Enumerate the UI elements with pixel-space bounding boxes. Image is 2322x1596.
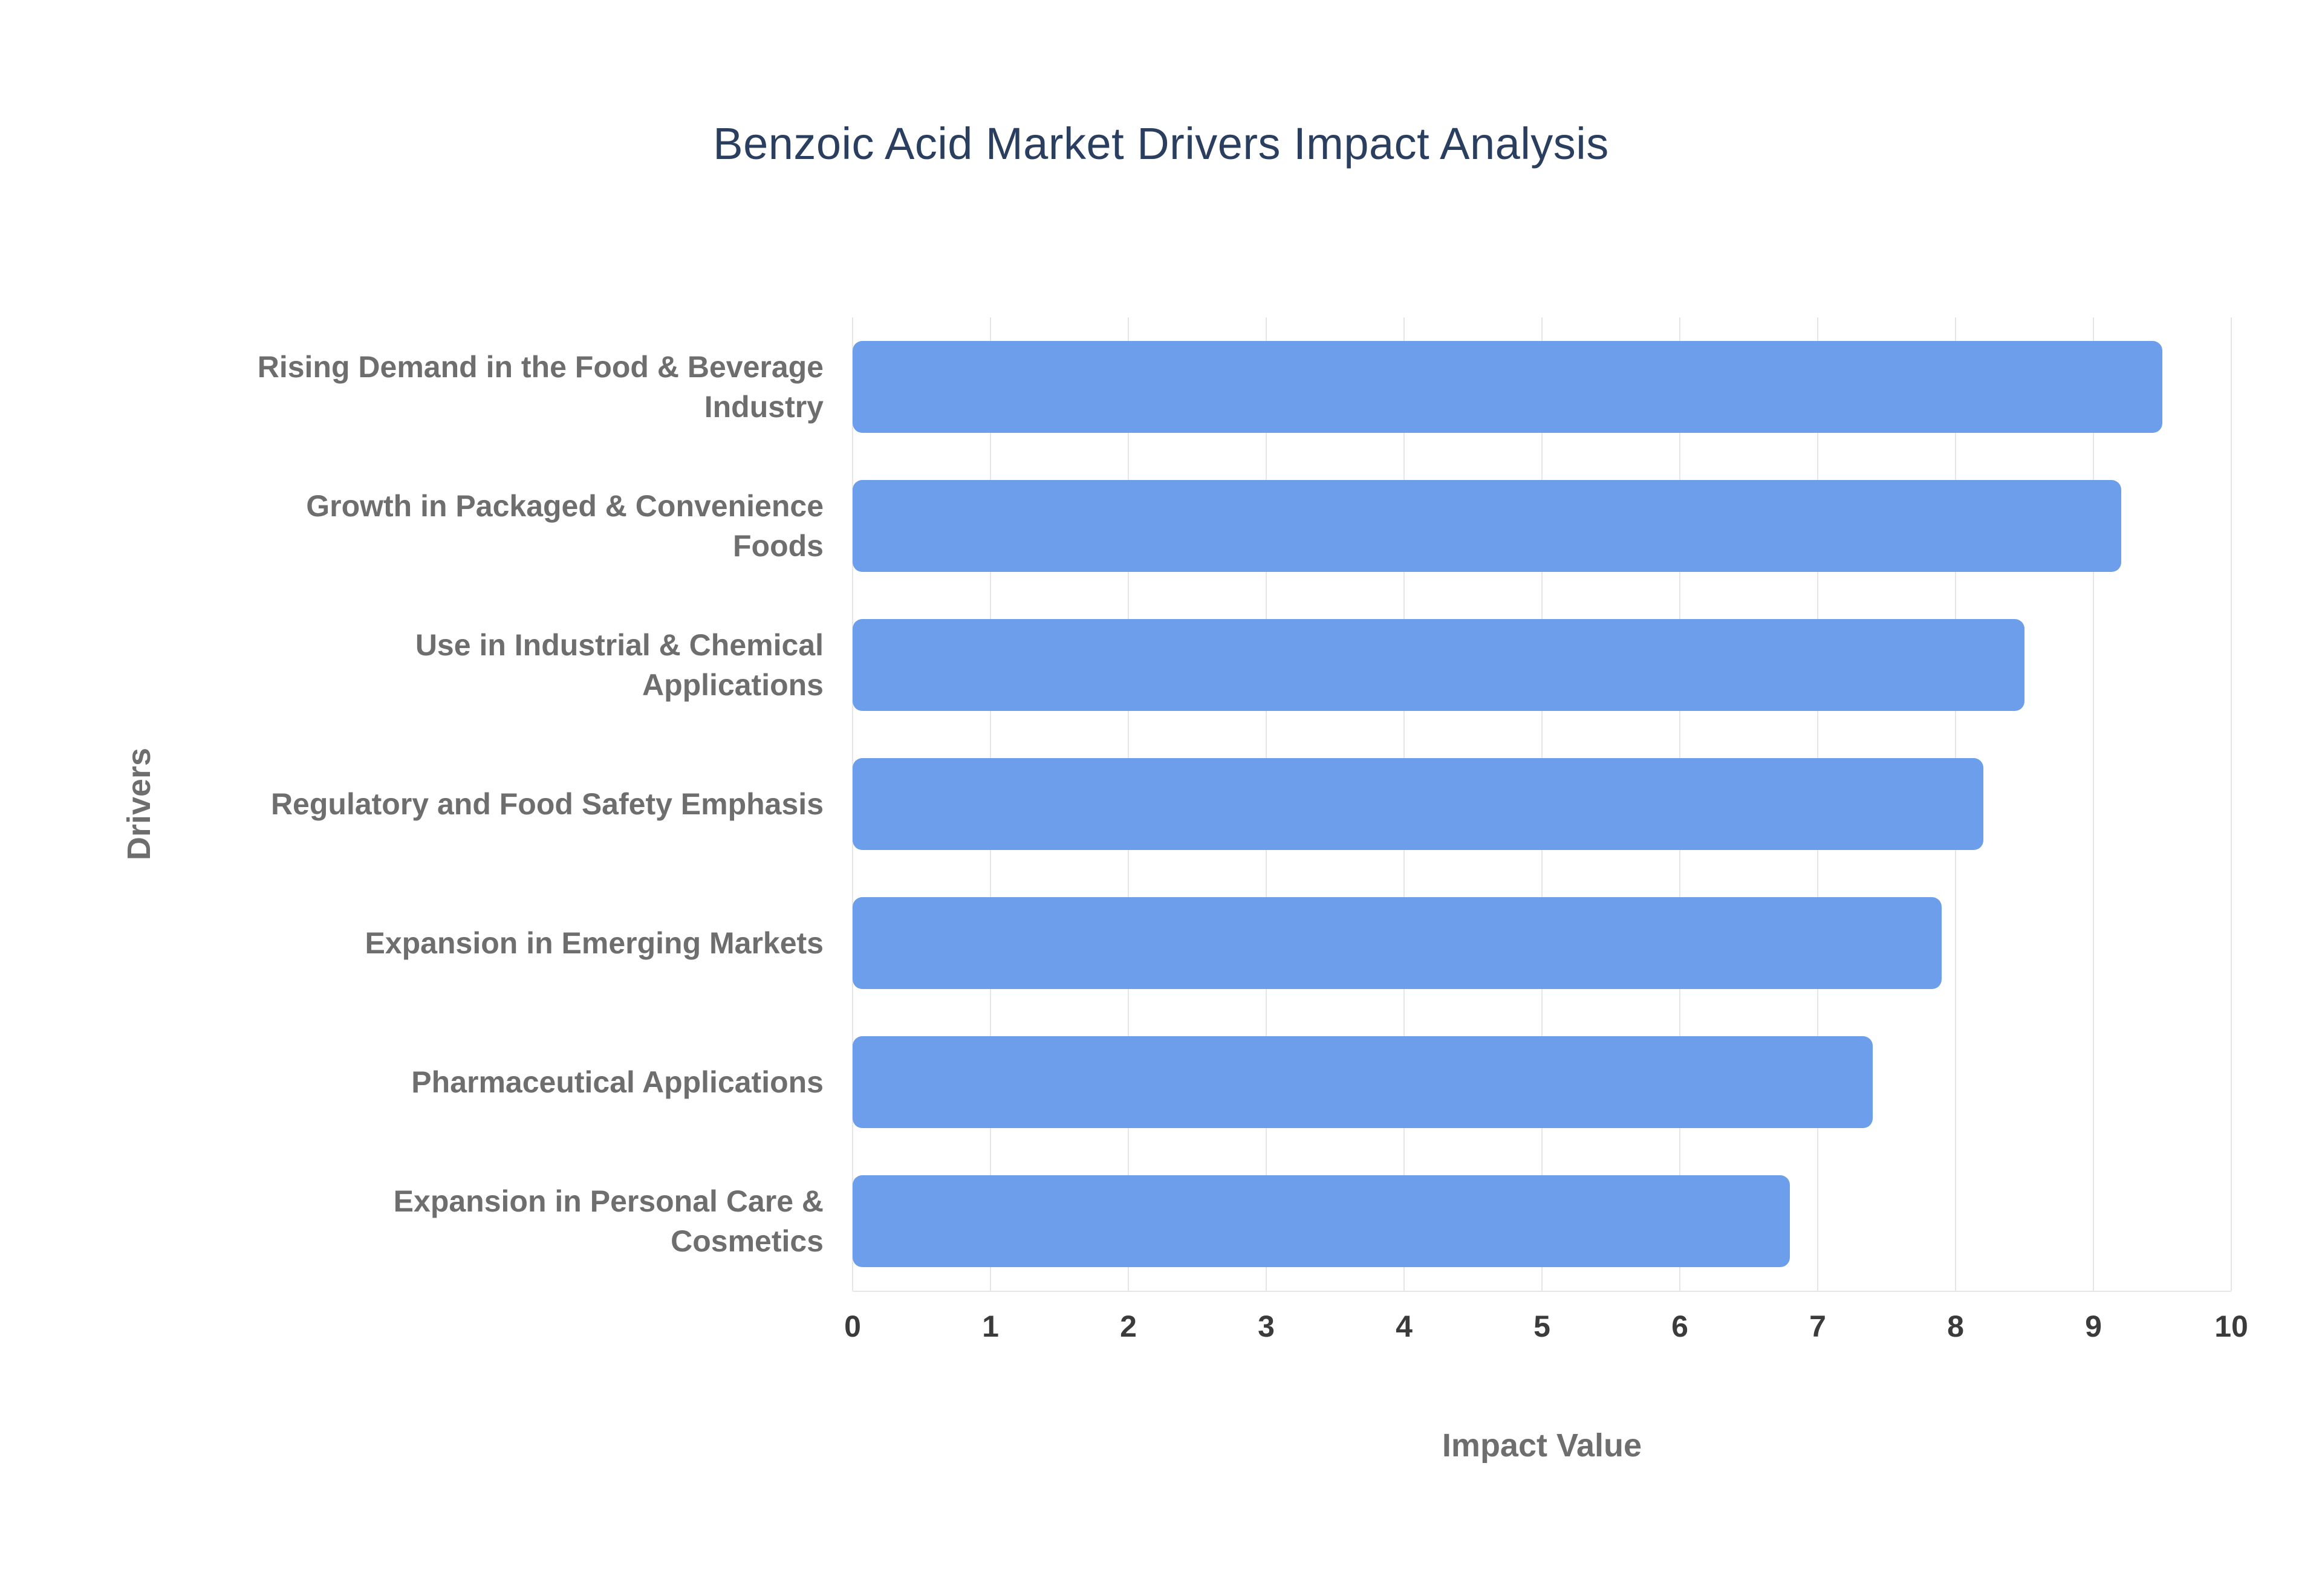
x-tick-label: 6 [1671, 1309, 1688, 1343]
bar [853, 618, 2024, 711]
bar [853, 897, 1942, 989]
y-axis-title: Drivers [121, 747, 157, 861]
category-label: Pharmaceutical Applications [411, 1065, 824, 1099]
x-axis-ticks-area: 0 1 2 3 4 5 6 7 8 9 10 [844, 1309, 2248, 1351]
x-tick-label: 0 [844, 1309, 861, 1343]
bar [853, 758, 1983, 850]
category-label: Regulatory and Food Safety Emphasis [270, 787, 824, 821]
x-tick-label: 8 [1947, 1309, 1964, 1343]
gridline [2093, 317, 2094, 1291]
category-labels-area: Rising Demand in the Food & Beverage Ind… [242, 317, 824, 1291]
x-tick-label: 1 [982, 1309, 999, 1343]
category-label: Expansion in Personal Care & Cosmetics [393, 1184, 824, 1258]
x-tick-label: 5 [1533, 1309, 1550, 1343]
category-label: Expansion in Emerging Markets [365, 926, 824, 960]
x-axis-title: Impact Value [1442, 1427, 1642, 1464]
x-tick-label: 2 [1120, 1309, 1137, 1343]
plot-area [852, 317, 2232, 1292]
bar [853, 1175, 1790, 1267]
x-tick-label: 4 [1396, 1309, 1413, 1343]
category-label: Rising Demand in the Food & Beverage Ind… [257, 350, 824, 424]
x-tick-label: 9 [2085, 1309, 2102, 1343]
gridline [2231, 317, 2232, 1291]
chart-title: Benzoic Acid Market Drivers Impact Analy… [713, 118, 1609, 169]
bar [853, 341, 2162, 433]
x-tick-label: 3 [1258, 1309, 1275, 1343]
bar [853, 480, 2121, 572]
category-label: Growth in Packaged & Convenience Foods [306, 489, 824, 563]
x-tick-label: 10 [2214, 1309, 2248, 1343]
x-tick-label: 7 [1809, 1309, 1826, 1343]
category-label: Use in Industrial & Chemical Application… [415, 628, 824, 702]
bar [853, 1036, 1873, 1128]
